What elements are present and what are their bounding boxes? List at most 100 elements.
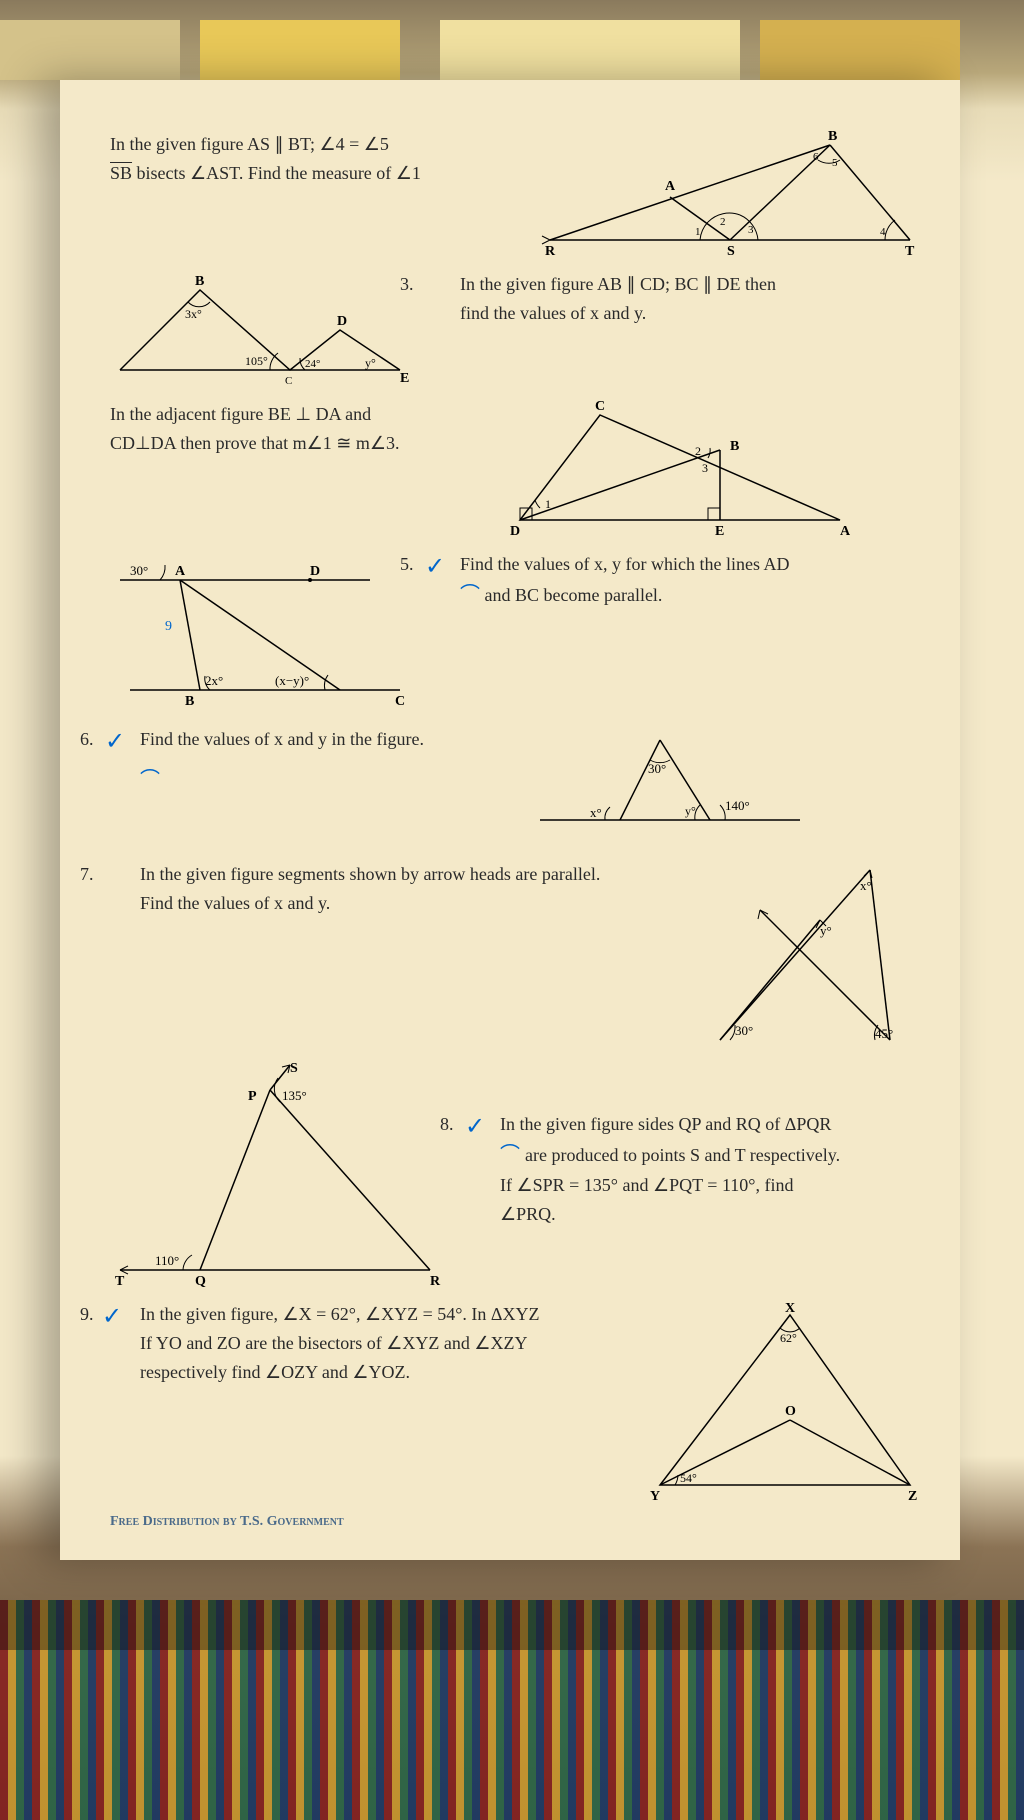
problem-8-line1: In the given figure sides QP and RQ of Δ… <box>500 1114 831 1134</box>
svg-text:1: 1 <box>545 497 551 511</box>
problem-4-line1: In the adjacent figure BE ⊥ DA and <box>110 404 371 424</box>
svg-text:S: S <box>727 244 735 259</box>
diagram-cdea: C D E A B 1 2 3 <box>490 400 860 540</box>
problem-5-line2: and BC become parallel. <box>485 585 663 605</box>
tab-segment <box>760 20 960 80</box>
svg-text:1: 1 <box>695 226 701 238</box>
problem-7-line2: Find the values of x and y. <box>140 893 330 913</box>
svg-text:C: C <box>285 375 292 387</box>
problem-9-line2: If YO and ZO are the bisectors of ∠XYZ a… <box>140 1333 528 1353</box>
problem-8-line3: If ∠SPR = 135° and ∠PQT = 110°, find <box>500 1175 793 1195</box>
problem-9-num: 9. <box>80 1300 94 1329</box>
svg-text:y°: y° <box>365 356 376 370</box>
svg-text:y°: y° <box>820 923 832 938</box>
tab-segment <box>0 20 180 80</box>
svg-text:30°: 30° <box>130 563 148 578</box>
svg-text:E: E <box>400 371 409 386</box>
svg-text:A: A <box>665 179 676 194</box>
diagram-spqr: S P Q R T 135° 110° <box>110 1060 450 1290</box>
problem-8-num: 8. <box>440 1110 454 1139</box>
svg-text:B: B <box>730 439 739 454</box>
svg-text:R: R <box>545 244 556 259</box>
pen-mark: ⌒ <box>500 1144 525 1166</box>
diagram-30-140: 30° x° y° 140° <box>530 725 810 835</box>
svg-text:B: B <box>828 129 837 144</box>
diagram-xyz: X Y Z O 62° 54° <box>640 1300 920 1500</box>
svg-text:105°: 105° <box>245 354 268 368</box>
pen-mark: ⌒ <box>140 764 510 796</box>
problem-7-num: 7. <box>80 860 94 889</box>
svg-text:9: 9 <box>165 619 172 634</box>
svg-text:(x−y)°: (x−y)° <box>275 673 309 688</box>
problem-4-line2: CD⊥DA then prove that m∠1 ≅ m∠3. <box>110 433 400 453</box>
svg-text:2x°: 2x° <box>205 673 223 688</box>
svg-text:135°: 135° <box>282 1088 307 1103</box>
diagram-rst-triangle: R S T A B 1 2 3 4 5 6 <box>540 130 920 260</box>
problem-6-num: 6. <box>80 725 94 754</box>
svg-text:C: C <box>395 694 405 709</box>
svg-text:D: D <box>510 524 520 539</box>
tab-segment <box>200 20 400 80</box>
problem-1-line2: bisects ∠AST. Find the measure of ∠1 <box>132 163 421 183</box>
problem-8-line2: are produced to points S and T respectiv… <box>525 1145 840 1165</box>
svg-text:D: D <box>337 314 347 329</box>
svg-text:3: 3 <box>702 461 708 475</box>
problem-3-num: 3. <box>400 270 414 299</box>
svg-text:3x°: 3x° <box>185 307 202 321</box>
svg-text:110°: 110° <box>155 1253 179 1268</box>
svg-text:X: X <box>785 1301 795 1316</box>
svg-text:C: C <box>595 399 605 414</box>
svg-text:3: 3 <box>748 224 754 236</box>
problem-9-line3: respectively find ∠OZY and ∠YOZ. <box>140 1362 410 1382</box>
checkmark-icon: ✓ <box>102 1298 122 1336</box>
svg-text:5: 5 <box>832 157 838 169</box>
svg-text:6: 6 <box>813 151 819 163</box>
svg-text:45°: 45° <box>875 1026 893 1041</box>
svg-text:B: B <box>195 274 204 289</box>
svg-text:P: P <box>248 1089 257 1104</box>
svg-text:140°: 140° <box>725 798 750 813</box>
svg-text:T: T <box>905 244 915 259</box>
svg-text:R: R <box>430 1274 441 1289</box>
tab-segment <box>440 20 740 80</box>
problem-5-num: 5. <box>400 550 414 579</box>
checkmark-icon: ✓ <box>465 1108 485 1146</box>
svg-text:Q: Q <box>195 1274 206 1289</box>
svg-text:O: O <box>785 1404 796 1419</box>
svg-text:Y: Y <box>650 1489 660 1504</box>
svg-text:Z: Z <box>908 1489 917 1504</box>
woven-mat-background <box>0 1600 1024 1820</box>
problem-9-line1: In the given figure, ∠X = 62°, ∠XYZ = 54… <box>140 1304 539 1324</box>
problem-1-sb: SB <box>110 163 132 183</box>
svg-text:30°: 30° <box>735 1023 753 1038</box>
svg-text:A: A <box>840 524 851 539</box>
diagram-crossing-arrows: x° y° 30° 45° <box>690 860 910 1080</box>
svg-text:4: 4 <box>880 226 886 238</box>
svg-text:E: E <box>715 524 724 539</box>
diagram-abdc-lines: A D B C 30° 2x° (x−y)° 9 <box>110 550 410 710</box>
svg-text:30°: 30° <box>648 761 666 776</box>
problem-5-line1: Find the values of x, y for which the li… <box>460 554 789 574</box>
problem-3-line2: find the values of x and y. <box>460 303 646 323</box>
checkmark-icon: ✓ <box>105 723 125 761</box>
svg-text:62°: 62° <box>780 1331 797 1345</box>
textbook-page: In the given figure AS ∥ BT; ∠4 = ∠5 SB … <box>60 80 960 1560</box>
svg-text:x°: x° <box>860 878 872 893</box>
svg-text:x°: x° <box>590 805 602 820</box>
svg-text:T: T <box>115 1274 125 1289</box>
svg-text:S: S <box>290 1061 298 1076</box>
svg-text:2: 2 <box>720 216 726 228</box>
problem-3-line1: In the given figure AB ∥ CD; BC ∥ DE the… <box>460 274 776 294</box>
svg-text:2: 2 <box>695 444 701 458</box>
problem-8-line4: ∠PRQ. <box>500 1204 556 1224</box>
svg-text:54°: 54° <box>680 1471 697 1485</box>
svg-text:D: D <box>310 564 320 579</box>
pen-mark: ⌒ <box>460 584 480 606</box>
footer-text: Free Distribution by T.S. Government <box>110 1514 344 1530</box>
problem-7-line1: In the given figure segments shown by ar… <box>140 864 600 884</box>
problem-6-text: Find the values of x and y in the figure… <box>140 729 424 749</box>
svg-text:B: B <box>185 694 194 709</box>
svg-text:A: A <box>175 564 186 579</box>
diagram-bde-triangle: B D E C 3x° 105° 24° y° <box>110 270 410 380</box>
top-color-tabs <box>0 0 1024 80</box>
